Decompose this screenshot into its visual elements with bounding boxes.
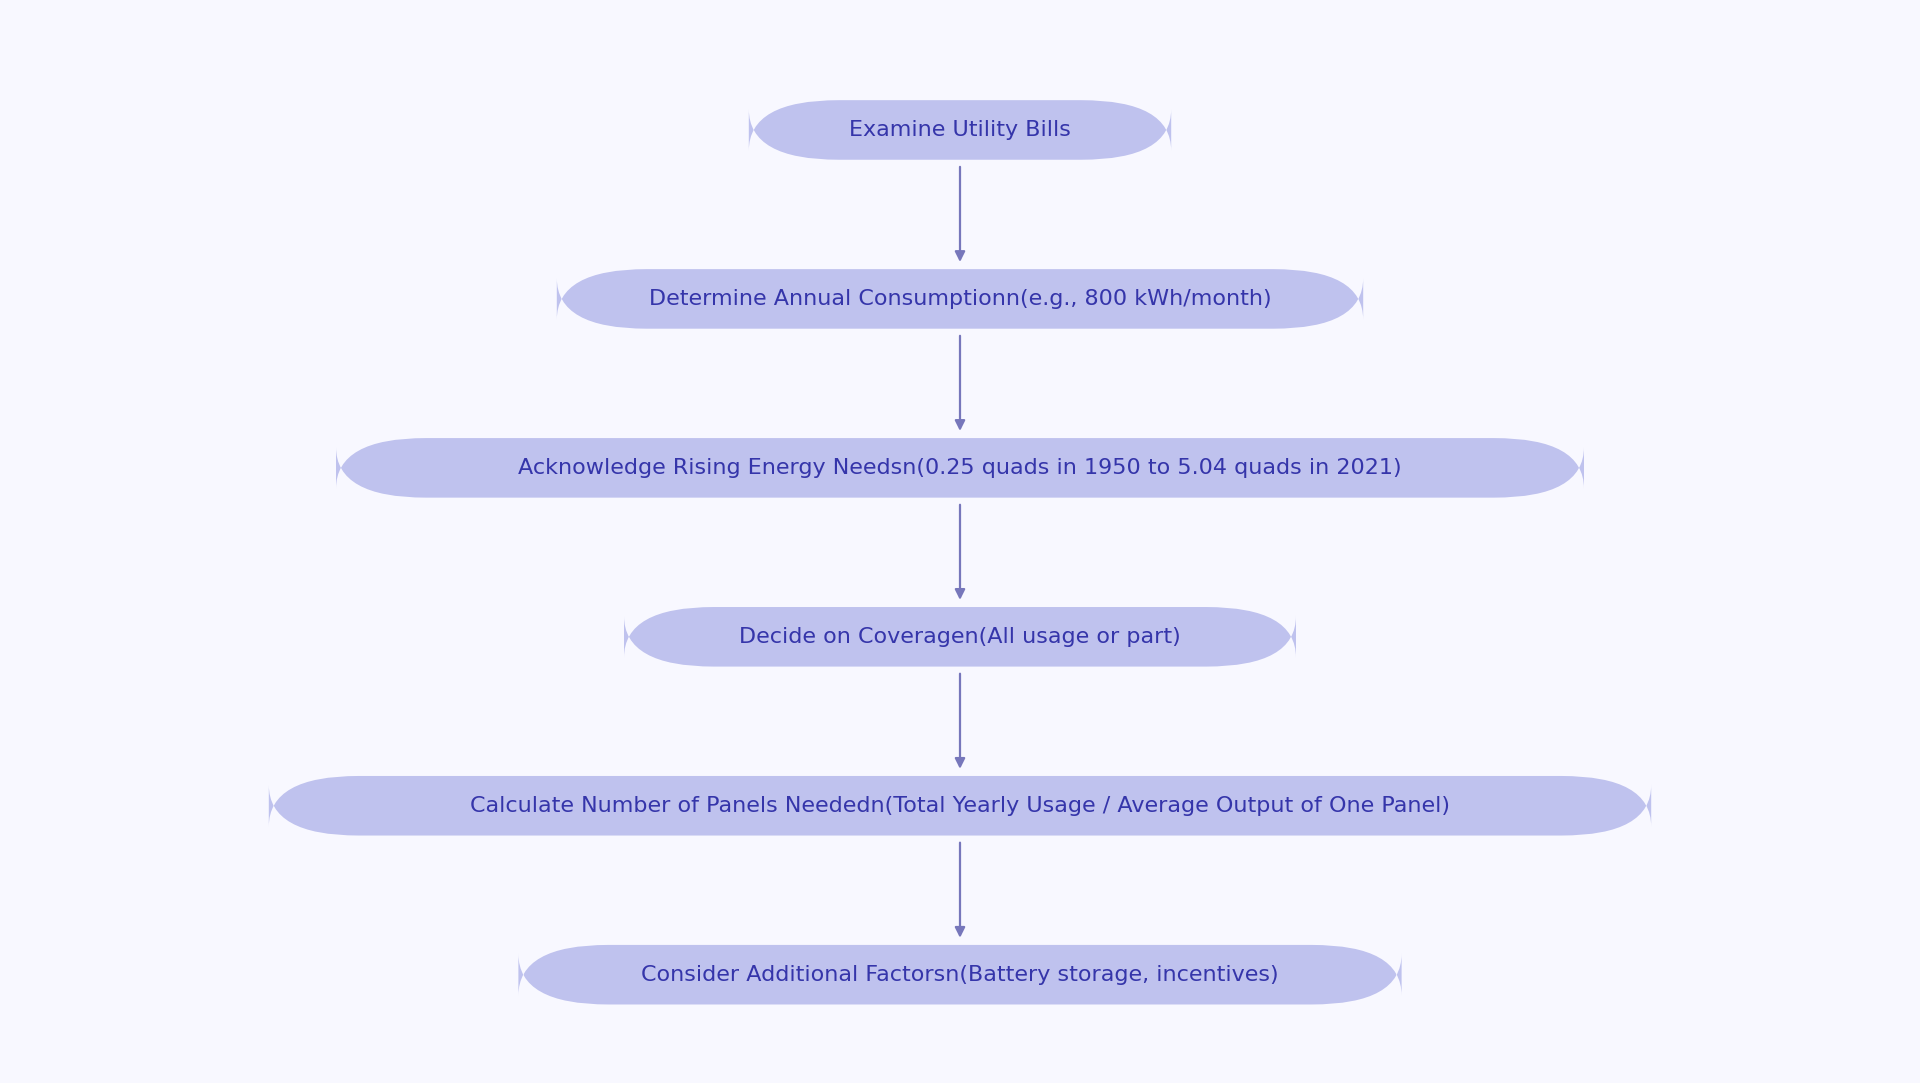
Text: Consider Additional Factorsn(Battery storage, incentives): Consider Additional Factorsn(Battery sto… (641, 965, 1279, 984)
FancyBboxPatch shape (749, 100, 1171, 159)
FancyBboxPatch shape (518, 944, 1402, 1005)
Text: Decide on Coveragen(All usage or part): Decide on Coveragen(All usage or part) (739, 627, 1181, 647)
Text: Examine Utility Bills: Examine Utility Bills (849, 120, 1071, 140)
Text: Determine Annual Consumptionn(e.g., 800 kWh/month): Determine Annual Consumptionn(e.g., 800 … (649, 289, 1271, 309)
Text: Calculate Number of Panels Neededn(Total Yearly Usage / Average Output of One Pa: Calculate Number of Panels Neededn(Total… (470, 796, 1450, 815)
Text: Acknowledge Rising Energy Needsn(0.25 quads in 1950 to 5.04 quads in 2021): Acknowledge Rising Energy Needsn(0.25 qu… (518, 458, 1402, 478)
FancyBboxPatch shape (336, 438, 1584, 497)
FancyBboxPatch shape (624, 606, 1296, 666)
FancyBboxPatch shape (269, 775, 1651, 836)
FancyBboxPatch shape (557, 270, 1363, 329)
